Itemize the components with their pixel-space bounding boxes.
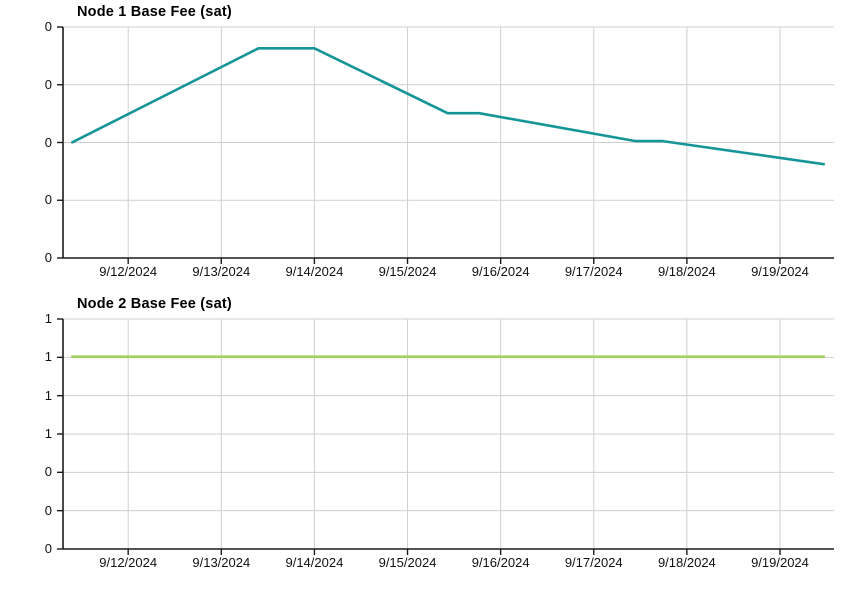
y-tick-label: 0 [44, 135, 52, 150]
y-tick-label: 1 [44, 349, 52, 364]
x-tick-label: 9/13/2024 [192, 264, 251, 279]
x-tick-label: 9/18/2024 [657, 555, 716, 570]
x-tick-label: 9/12/2024 [99, 264, 158, 279]
x-tick-label: 9/17/2024 [564, 264, 623, 279]
x-tick-label: 9/14/2024 [285, 555, 344, 570]
y-tick-label: 1 [44, 311, 52, 326]
y-tick-label: 0 [44, 77, 52, 92]
y-tick-label: 1 [44, 426, 52, 441]
y-tick-label: 0 [44, 19, 52, 34]
y-tick-label: 0 [44, 541, 52, 556]
x-tick-label: 9/16/2024 [471, 555, 530, 570]
chart1-title: Node 1 Base Fee (sat) [77, 4, 232, 20]
x-tick-label: 9/15/2024 [378, 264, 437, 279]
x-tick-label: 9/15/2024 [378, 555, 437, 570]
y-tick-label: 0 [44, 503, 52, 518]
x-tick-label: 9/14/2024 [285, 264, 344, 279]
x-tick-label: 9/19/2024 [751, 555, 809, 570]
series-line-node-1-base-fee [71, 46, 826, 166]
chart2-title: Node 2 Base Fee (sat) [77, 296, 232, 312]
x-tick-label: 9/19/2024 [751, 264, 809, 279]
x-tick-label: 9/12/2024 [99, 555, 158, 570]
y-tick-label: 0 [44, 250, 52, 265]
y-tick-label: 0 [44, 464, 52, 479]
y-tick-label: 1 [44, 388, 52, 403]
x-tick-label: 9/16/2024 [471, 264, 530, 279]
x-tick-label: 9/18/2024 [657, 264, 716, 279]
x-tick-label: 9/13/2024 [192, 555, 251, 570]
x-tick-label: 9/17/2024 [564, 555, 623, 570]
y-tick-label: 0 [44, 192, 52, 207]
